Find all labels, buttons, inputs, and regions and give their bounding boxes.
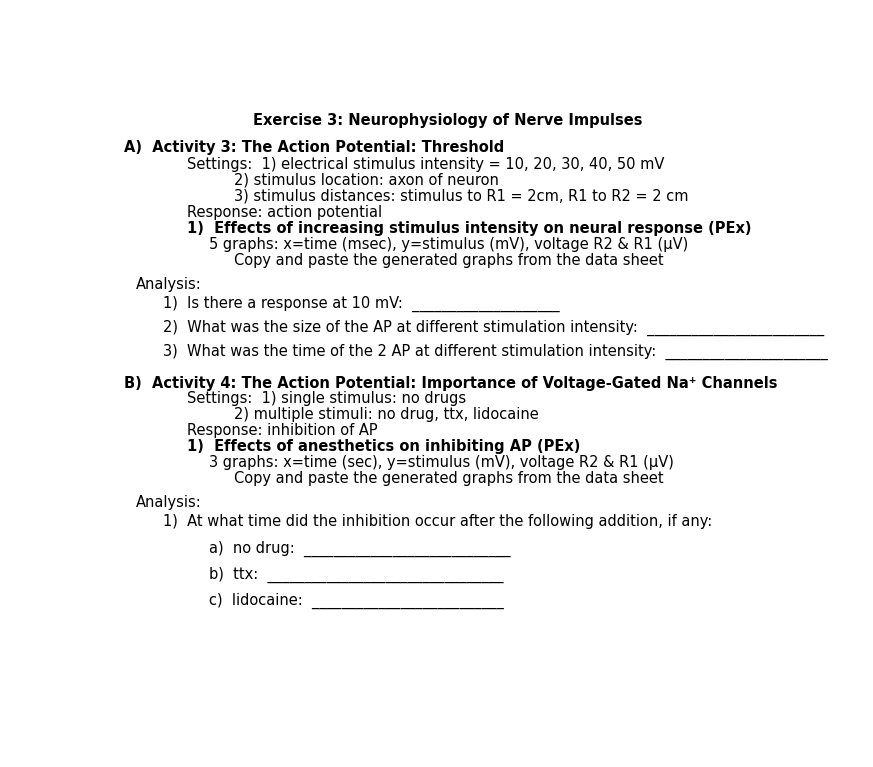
Text: Analysis:: Analysis: [136, 495, 202, 510]
Text: 2)  What was the size of the AP at different stimulation intensity:  ___________: 2) What was the size of the AP at differ… [163, 320, 824, 336]
Text: Exercise 3: Neurophysiology of Nerve Impulses: Exercise 3: Neurophysiology of Nerve Imp… [252, 113, 643, 128]
Text: 2) stimulus location: axon of neuron: 2) stimulus location: axon of neuron [234, 173, 499, 188]
Text: 1)  Effects of anesthetics on inhibiting AP (PEx): 1) Effects of anesthetics on inhibiting … [187, 439, 581, 454]
Text: B)  Activity 4: The Action Potential: Importance of Voltage-Gated Na⁺ Channels: B) Activity 4: The Action Potential: Imp… [124, 376, 778, 390]
Text: Analysis:: Analysis: [136, 277, 202, 292]
Text: b)  ttx:  ________________________________: b) ttx: ________________________________ [210, 567, 504, 583]
Text: Copy and paste the generated graphs from the data sheet: Copy and paste the generated graphs from… [234, 252, 663, 268]
Text: Settings:  1) electrical stimulus intensity = 10, 20, 30, 40, 50 mV: Settings: 1) electrical stimulus intensi… [187, 157, 664, 172]
Text: Response: action potential: Response: action potential [187, 205, 382, 220]
Text: 5 graphs: x=time (msec), y=stimulus (mV), voltage R2 & R1 (μV): 5 graphs: x=time (msec), y=stimulus (mV)… [210, 237, 689, 252]
Text: A)  Activity 3: The Action Potential: Threshold: A) Activity 3: The Action Potential: Thr… [124, 140, 505, 156]
Text: 3 graphs: x=time (sec), y=stimulus (mV), voltage R2 & R1 (μV): 3 graphs: x=time (sec), y=stimulus (mV),… [210, 456, 674, 470]
Text: 1)  At what time did the inhibition occur after the following addition, if any:: 1) At what time did the inhibition occur… [163, 515, 712, 529]
Text: 1)  Is there a response at 10 mV:  ____________________: 1) Is there a response at 10 mV: _______… [163, 296, 560, 312]
Text: c)  lidocaine:  __________________________: c) lidocaine: __________________________ [210, 593, 504, 609]
Text: 3)  What was the time of the 2 AP at different stimulation intensity:  _________: 3) What was the time of the 2 AP at diff… [163, 344, 828, 360]
Text: Settings:  1) single stimulus: no drugs: Settings: 1) single stimulus: no drugs [187, 391, 466, 407]
Text: 1)  Effects of increasing stimulus intensity on neural response (PEx): 1) Effects of increasing stimulus intens… [187, 221, 752, 235]
Text: Copy and paste the generated graphs from the data sheet: Copy and paste the generated graphs from… [234, 471, 663, 486]
Text: 3) stimulus distances: stimulus to R1 = 2cm, R1 to R2 = 2 cm: 3) stimulus distances: stimulus to R1 = … [234, 189, 689, 204]
Text: a)  no drug:  ____________________________: a) no drug: ____________________________ [210, 541, 511, 557]
Text: 2) multiple stimuli: no drug, ttx, lidocaine: 2) multiple stimuli: no drug, ttx, lidoc… [234, 407, 539, 423]
Text: Response: inhibition of AP: Response: inhibition of AP [187, 423, 377, 439]
